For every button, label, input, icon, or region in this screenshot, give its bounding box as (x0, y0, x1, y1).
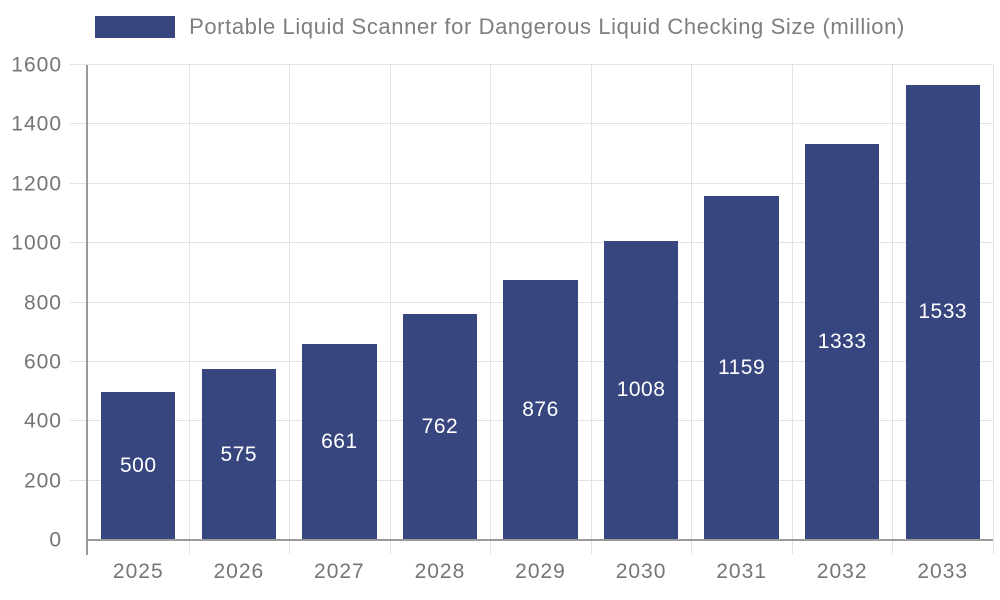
bar-value-label: 500 (119, 453, 157, 477)
x-axis-tick-label: 2027 (314, 560, 365, 583)
bar-2032[interactable]: 1333 (804, 144, 880, 540)
y-gridline (70, 123, 993, 125)
y-axis-tick-label: 1400 (11, 112, 62, 136)
y-axis-line (86, 65, 88, 555)
x-axis-tick-label: 2033 (917, 560, 969, 583)
x-axis-tick-label: 2032 (816, 560, 868, 583)
bar-2033[interactable]: 1533 (905, 84, 980, 540)
bar-2026[interactable]: 575 (201, 369, 277, 540)
bar-value-label: 1159 (718, 355, 766, 379)
y-axis-tick-label: 800 (23, 291, 62, 314)
x-axis-tick-label: 2025 (112, 560, 164, 583)
bar-value-label: 661 (321, 429, 358, 453)
plot-area: 500 575 661 762 876 1008 1159 1333 1533 0 200 400 6… (11, 55, 994, 582)
bar-value-label: 1333 (817, 330, 867, 354)
x-axis-tick-label: 2031 (716, 560, 767, 583)
x-axis-tick-label: 2026 (213, 560, 265, 583)
bar-value-label: 1008 (616, 378, 666, 402)
x-axis-tick-label: 2029 (515, 560, 566, 583)
x-gridline (993, 65, 994, 554)
y-axis-tick-label: 1000 (11, 231, 62, 255)
bar-2028[interactable]: 762 (402, 313, 478, 540)
x-gridline (892, 65, 894, 554)
bar-2025[interactable]: 500 (101, 391, 176, 540)
x-axis-tick-label: 2028 (414, 560, 466, 583)
x-gridline (691, 65, 693, 554)
y-axis-tick-label: 1200 (11, 172, 62, 196)
x-gridline (791, 65, 793, 554)
bar-value-label: 575 (220, 442, 258, 466)
x-gridline (289, 65, 291, 554)
bar-2030[interactable]: 1008 (603, 240, 679, 540)
x-gridline (389, 65, 391, 554)
bar-value-label: 876 (522, 397, 559, 421)
x-gridline (590, 65, 592, 554)
y-axis-tick-label: 600 (23, 350, 62, 374)
x-gridline (188, 65, 190, 554)
bar-2027[interactable]: 661 (302, 343, 377, 540)
x-axis-tick-label: 2030 (615, 560, 667, 583)
x-gridline (490, 65, 492, 554)
y-axis-tick-label: 1600 (11, 53, 62, 77)
bar-2031[interactable]: 1159 (704, 195, 779, 540)
legend-swatch-icon (95, 16, 176, 38)
y-gridline (70, 242, 993, 244)
bar-value-label: 1533 (918, 300, 968, 324)
x-axis-line (86, 539, 993, 541)
y-gridline (70, 64, 993, 65)
y-axis-tick-label: 0 (49, 528, 62, 552)
legend-series-label: Portable Liquid Scanner for Dangerous Li… (189, 14, 905, 39)
legend[interactable]: Portable Liquid Scanner for Dangerous Li… (0, 14, 1000, 40)
y-axis-tick-label: 200 (23, 469, 62, 493)
bar-2029[interactable]: 876 (503, 279, 578, 540)
bar-value-label: 762 (421, 414, 459, 438)
y-gridline (70, 182, 993, 184)
y-axis-tick-label: 400 (23, 409, 62, 433)
